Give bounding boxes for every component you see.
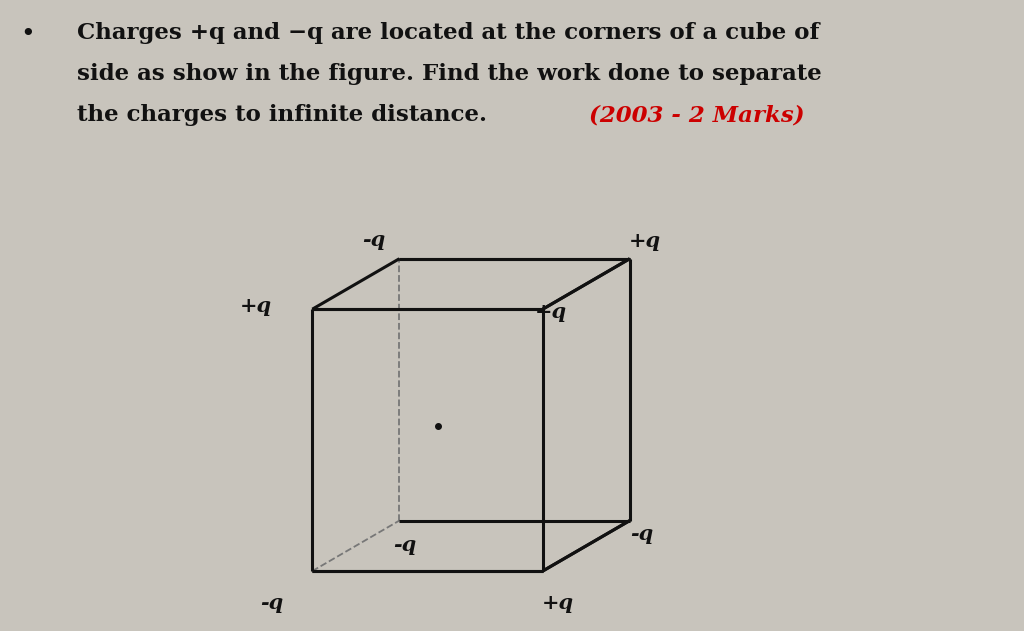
Text: -q: -q xyxy=(260,593,283,613)
Text: -q: -q xyxy=(393,534,416,555)
Text: -q: -q xyxy=(631,524,653,545)
Text: +q: +q xyxy=(535,302,567,322)
Text: +q: +q xyxy=(240,296,272,316)
Text: -q: -q xyxy=(362,230,385,250)
Text: (2003 - 2 Marks): (2003 - 2 Marks) xyxy=(589,104,805,126)
Text: •: • xyxy=(20,22,35,46)
Text: the charges to infinite distance.: the charges to infinite distance. xyxy=(77,104,486,126)
Text: side as show in the figure. Find the work done to separate: side as show in the figure. Find the wor… xyxy=(77,63,821,85)
Text: Charges +q and −q are located at the corners of a cube of: Charges +q and −q are located at the cor… xyxy=(77,22,819,44)
Text: +q: +q xyxy=(542,593,574,613)
Text: +q: +q xyxy=(629,231,662,251)
